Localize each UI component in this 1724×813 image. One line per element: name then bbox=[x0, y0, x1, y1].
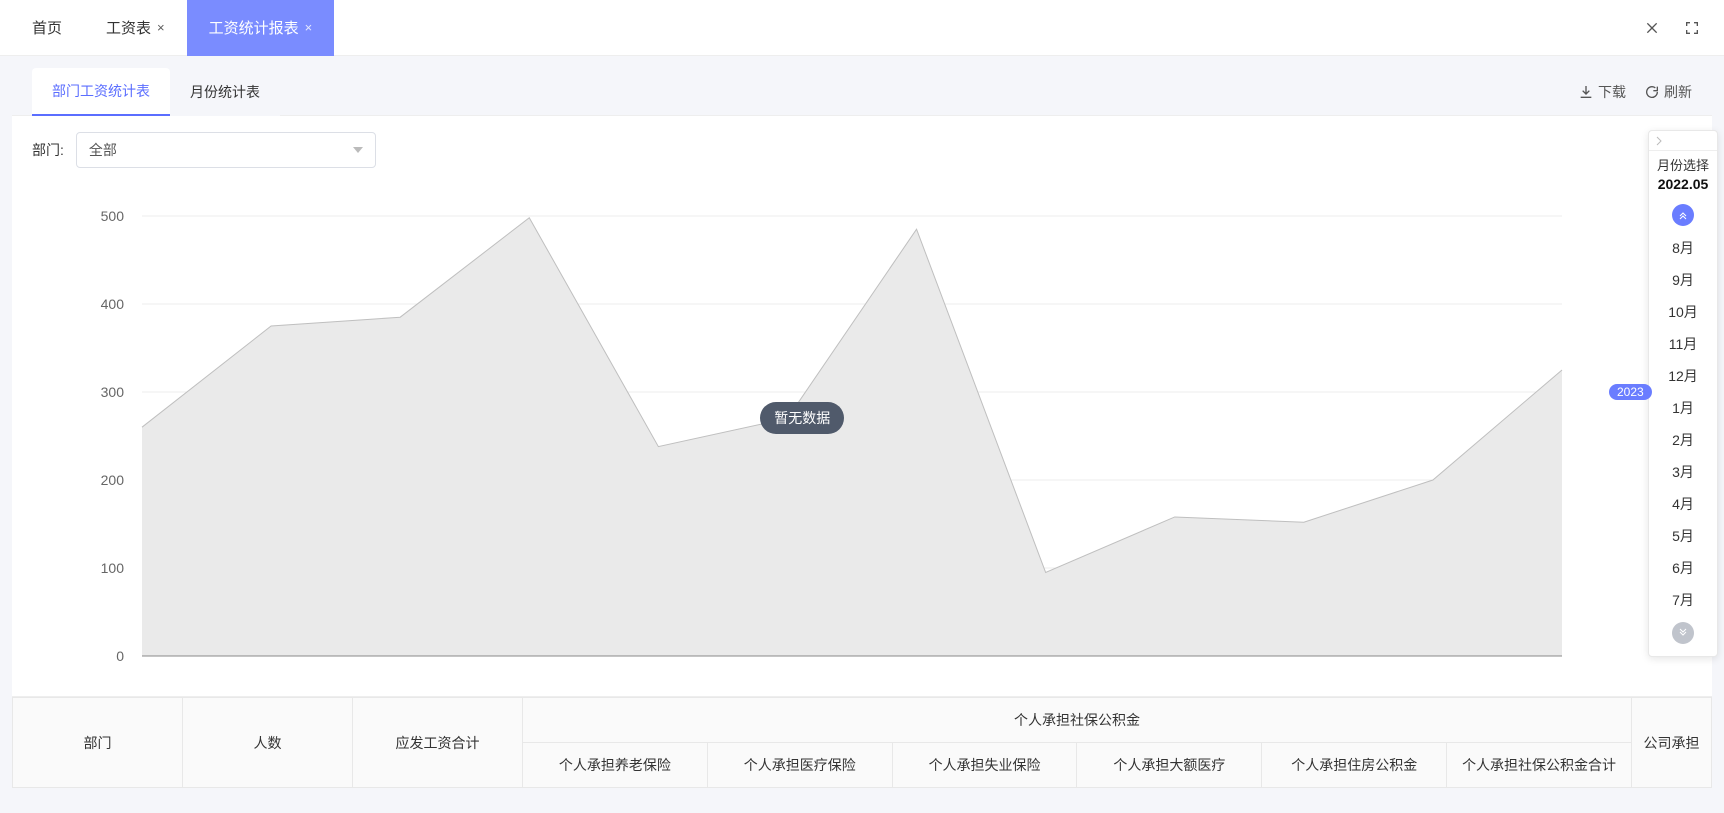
month-item[interactable]: 8月 bbox=[1649, 232, 1717, 264]
fullscreen-button[interactable] bbox=[1678, 14, 1706, 42]
sub-tab-month-label: 月份统计表 bbox=[190, 82, 260, 102]
download-icon bbox=[1578, 84, 1594, 100]
chevron-up-double-icon bbox=[1677, 209, 1689, 221]
no-data-label: 暂无数据 bbox=[774, 410, 830, 426]
month-selected-value: 2022.05 bbox=[1649, 176, 1717, 198]
close-icon[interactable]: × bbox=[157, 20, 165, 35]
svg-text:100: 100 bbox=[101, 560, 125, 576]
svg-text:300: 300 bbox=[101, 384, 125, 400]
tab-home-label: 首页 bbox=[32, 17, 62, 38]
tab-report[interactable]: 工资统计报表 × bbox=[187, 0, 335, 56]
month-item[interactable]: 2月 bbox=[1649, 424, 1717, 456]
table-sub-header: 个人承担医疗保险 bbox=[707, 743, 892, 788]
year-badge: 2023 bbox=[1609, 384, 1652, 400]
table-area: 部门人数应发工资合计个人承担社保公积金公司承担个人承担养老保险个人承担医疗保险个… bbox=[12, 696, 1712, 788]
sub-tab-bar: 部门工资统计表 月份统计表 下载 刷新 bbox=[12, 68, 1712, 116]
svg-text:0: 0 bbox=[116, 648, 124, 664]
sub-tab-dept[interactable]: 部门工资统计表 bbox=[32, 68, 170, 116]
chevron-right-icon bbox=[1653, 135, 1665, 147]
x-icon bbox=[1644, 20, 1660, 36]
chevron-down-double-icon bbox=[1677, 627, 1689, 639]
month-picker-panel: 月份选择 2022.05 8月9月10月11月12月20231月2月3月4月5月… bbox=[1648, 130, 1718, 657]
refresh-label: 刷新 bbox=[1664, 82, 1692, 102]
filter-row: 部门: 全部 bbox=[12, 116, 1712, 176]
table-sub-header: 个人承担住房公积金 bbox=[1262, 743, 1447, 788]
month-list: 8月9月10月11月12月20231月2月3月4月5月6月7月 bbox=[1649, 232, 1717, 616]
sub-tab-month[interactable]: 月份统计表 bbox=[170, 68, 280, 116]
month-item[interactable]: 5月 bbox=[1649, 520, 1717, 552]
top-tab-bar: 首页 工资表 × 工资统计报表 × bbox=[0, 0, 1724, 56]
summary-table: 部门人数应发工资合计个人承担社保公积金公司承担个人承担养老保险个人承担医疗保险个… bbox=[12, 697, 1712, 788]
month-scroll-down[interactable] bbox=[1672, 622, 1694, 644]
close-icon[interactable]: × bbox=[305, 20, 313, 35]
table-header: 人数 bbox=[183, 698, 353, 788]
refresh-button[interactable]: 刷新 bbox=[1644, 82, 1692, 102]
download-label: 下载 bbox=[1598, 82, 1626, 102]
svg-text:500: 500 bbox=[101, 208, 125, 224]
table-sub-header: 个人承担养老保险 bbox=[523, 743, 708, 788]
dept-select[interactable]: 全部 bbox=[76, 132, 376, 168]
month-scroll-up[interactable] bbox=[1672, 204, 1694, 226]
dept-select-value: 全部 bbox=[89, 140, 117, 160]
table-header: 公司承担 bbox=[1632, 698, 1712, 788]
tab-salary[interactable]: 工资表 × bbox=[84, 0, 187, 56]
tab-salary-label: 工资表 bbox=[106, 17, 151, 38]
no-data-badge: 暂无数据 bbox=[760, 402, 844, 434]
month-item[interactable]: 10月 bbox=[1649, 296, 1717, 328]
refresh-icon bbox=[1644, 84, 1660, 100]
tab-home[interactable]: 首页 bbox=[10, 0, 84, 56]
dept-filter-label: 部门: bbox=[32, 140, 64, 160]
sub-tab-dept-label: 部门工资统计表 bbox=[52, 81, 150, 101]
close-all-button[interactable] bbox=[1638, 14, 1666, 42]
month-item[interactable]: 1月 bbox=[1649, 392, 1717, 424]
table-sub-header: 个人承担大额医疗 bbox=[1077, 743, 1262, 788]
month-item[interactable]: 6月 bbox=[1649, 552, 1717, 584]
table-header: 部门 bbox=[13, 698, 183, 788]
svg-text:400: 400 bbox=[101, 296, 125, 312]
fullscreen-icon bbox=[1684, 20, 1700, 36]
month-item[interactable]: 4月 bbox=[1649, 488, 1717, 520]
svg-text:200: 200 bbox=[101, 472, 125, 488]
month-item[interactable]: 12月 bbox=[1649, 360, 1717, 392]
month-panel-title: 月份选择 bbox=[1649, 151, 1717, 176]
download-button[interactable]: 下载 bbox=[1578, 82, 1626, 102]
month-item[interactable]: 9月 bbox=[1649, 264, 1717, 296]
month-item[interactable]: 7月 bbox=[1649, 584, 1717, 616]
table-sub-header: 个人承担失业保险 bbox=[892, 743, 1077, 788]
chevron-down-icon bbox=[353, 147, 363, 153]
table-sub-header: 个人承担社保公积金合计 bbox=[1447, 743, 1632, 788]
month-panel-collapse[interactable] bbox=[1649, 131, 1717, 151]
table-header: 应发工资合计 bbox=[353, 698, 523, 788]
table-group-header: 个人承担社保公积金 bbox=[523, 698, 1632, 743]
month-item[interactable]: 11月 bbox=[1649, 328, 1717, 360]
chart-area: 0 100 200 300 400 500 暂无数据 bbox=[12, 176, 1712, 696]
tab-report-label: 工资统计报表 bbox=[209, 17, 299, 38]
month-item[interactable]: 3月 bbox=[1649, 456, 1717, 488]
